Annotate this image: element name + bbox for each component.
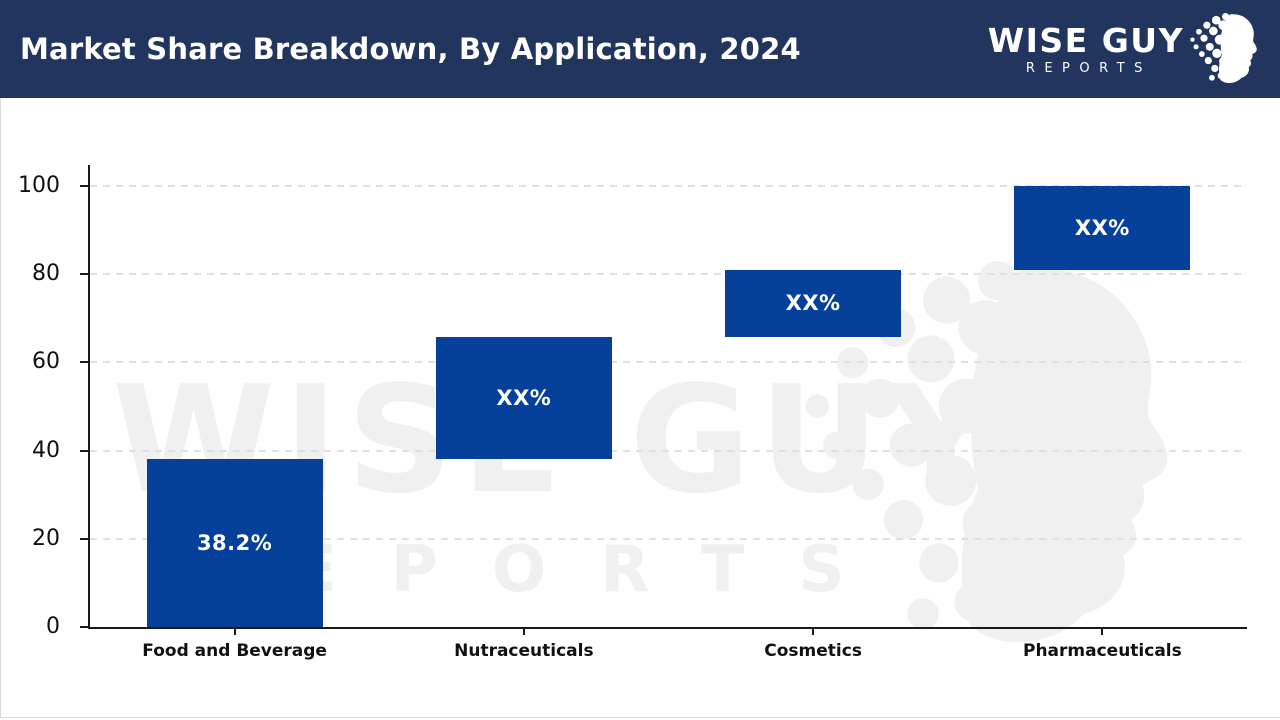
gridline bbox=[90, 273, 1247, 276]
y-tick-label: 80 bbox=[32, 261, 60, 287]
gridline bbox=[90, 449, 1247, 452]
bar-segment-2: XX% bbox=[435, 336, 612, 459]
bar-segment-3: XX% bbox=[725, 269, 902, 337]
y-axis-tick bbox=[80, 185, 88, 187]
y-axis-tick bbox=[80, 537, 88, 540]
gridline bbox=[90, 185, 1247, 187]
y-axis-tick bbox=[80, 626, 88, 628]
chart-region: WISE GUY REPORTS 0 20 40 60 80 100 38.2% Food a… bbox=[0, 98, 1280, 720]
bar-segment-1: 38.2% bbox=[146, 458, 323, 627]
x-category-label: Food and Beverage bbox=[142, 641, 327, 661]
y-tick-label: 40 bbox=[32, 437, 60, 463]
bar-value-label: XX% bbox=[785, 291, 841, 316]
bar-value-label: 38.2% bbox=[196, 530, 273, 555]
bar-segment-4: XX% bbox=[1014, 186, 1191, 270]
gridline bbox=[90, 537, 1247, 540]
x-category-label: Pharmaceuticals bbox=[1022, 641, 1182, 661]
chart-title: Market Share Breakdown, By Application, … bbox=[20, 32, 801, 66]
gridline bbox=[90, 361, 1247, 364]
brand-subtitle: REPORTS bbox=[1025, 60, 1152, 76]
bar-value-label: XX% bbox=[1074, 215, 1130, 240]
y-tick-label: 20 bbox=[32, 525, 60, 551]
brand-logo: WISE GUY REPORTS bbox=[988, 7, 1258, 91]
canvas-bottom-border bbox=[0, 717, 1280, 718]
x-axis-tick bbox=[522, 627, 525, 635]
x-axis-tick bbox=[812, 627, 815, 635]
y-tick-label: 0 bbox=[46, 614, 60, 639]
brand-text: WISE GUY REPORTS bbox=[988, 24, 1184, 75]
x-axis-tick bbox=[1101, 627, 1104, 635]
x-category-label: Nutraceuticals bbox=[454, 641, 594, 661]
canvas-left-border bbox=[0, 98, 1, 717]
y-axis-tick bbox=[80, 361, 88, 364]
x-category-label: Cosmetics bbox=[764, 641, 862, 661]
y-axis-tick bbox=[80, 449, 88, 452]
brand-name: WISE GUY bbox=[987, 20, 1184, 60]
header-bar: Market Share Breakdown, By Application, … bbox=[0, 0, 1280, 98]
plot-area: 0 20 40 60 80 100 38.2% Food and Beverage XX% Nut… bbox=[18, 165, 1247, 661]
y-axis-tick bbox=[80, 273, 88, 276]
y-tick-label: 60 bbox=[32, 349, 60, 375]
y-tick-label: 100 bbox=[18, 173, 60, 198]
x-axis-tick bbox=[233, 627, 236, 635]
brand-head-icon bbox=[1190, 13, 1257, 84]
bar-value-label: XX% bbox=[496, 385, 552, 410]
